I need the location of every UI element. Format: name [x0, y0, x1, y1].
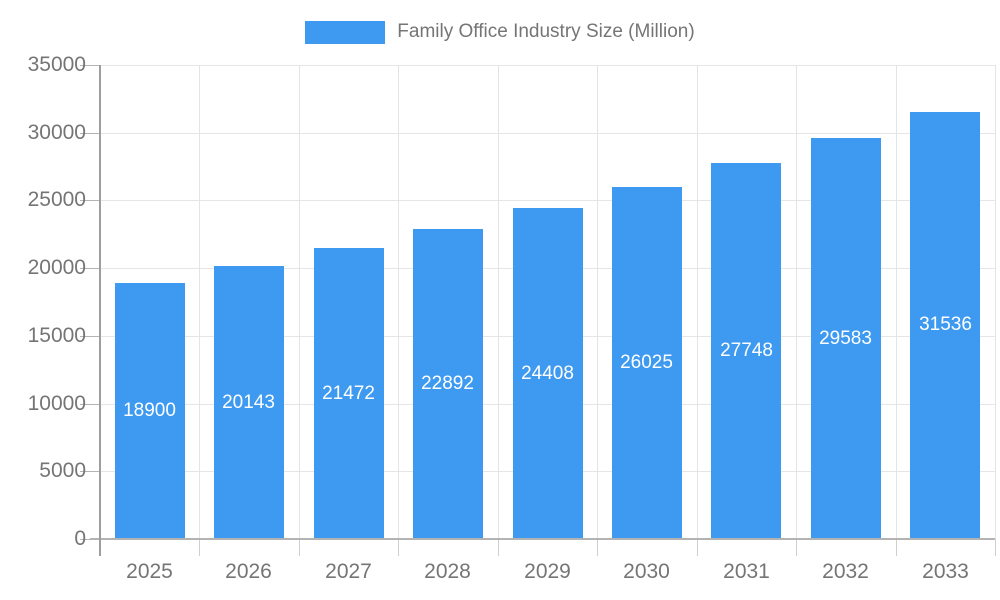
x-gridline — [896, 65, 897, 539]
bar-value-label: 29583 — [819, 328, 872, 349]
x-axis-label: 2031 — [723, 560, 770, 583]
y-axis-label: 35000 — [27, 53, 86, 76]
y-tick — [80, 268, 100, 269]
x-tick — [199, 539, 200, 556]
bar-value-label: 20143 — [222, 392, 275, 413]
bar-value-label: 26025 — [620, 352, 673, 373]
x-tick — [995, 539, 996, 556]
y-gridline — [100, 65, 995, 66]
y-tick — [80, 471, 100, 472]
y-tick — [80, 133, 100, 134]
x-axis-label: 2027 — [325, 560, 372, 583]
bar[interactable] — [811, 138, 881, 538]
y-axis-line — [99, 65, 101, 556]
bar[interactable] — [910, 112, 980, 538]
y-axis-label: 30000 — [27, 121, 86, 144]
x-tick — [299, 539, 300, 556]
bar-value-label: 27748 — [720, 340, 773, 361]
bar-value-label: 21472 — [322, 383, 375, 404]
y-tick — [80, 200, 100, 201]
y-gridline — [100, 133, 995, 134]
x-tick — [398, 539, 399, 556]
x-gridline — [796, 65, 797, 539]
bar[interactable] — [612, 187, 682, 538]
x-gridline — [597, 65, 598, 539]
x-gridline — [199, 65, 200, 539]
bar[interactable] — [513, 208, 583, 538]
x-axis-label: 2032 — [822, 560, 869, 583]
x-gridline — [398, 65, 399, 539]
y-tick — [80, 65, 100, 66]
bar-value-label: 22892 — [421, 373, 474, 394]
y-tick — [80, 404, 100, 405]
x-tick — [597, 539, 598, 556]
y-axis-label: 5000 — [39, 459, 86, 482]
y-axis-label: 15000 — [27, 324, 86, 347]
x-axis-label: 2029 — [524, 560, 571, 583]
legend-label[interactable]: Family Office Industry Size (Million) — [397, 21, 695, 42]
bar-value-label: 31536 — [919, 314, 972, 335]
y-axis-label: 25000 — [27, 188, 86, 211]
x-axis-label: 2025 — [126, 560, 173, 583]
x-axis-label: 2028 — [424, 560, 471, 583]
y-gridline — [100, 200, 995, 201]
y-axis-label: 0 — [74, 527, 86, 550]
y-tick — [80, 336, 100, 337]
x-gridline — [498, 65, 499, 539]
y-axis-label: 10000 — [27, 392, 86, 415]
bar-value-label: 24408 — [521, 363, 574, 384]
x-axis-label: 2033 — [922, 560, 969, 583]
bar[interactable] — [711, 163, 781, 538]
bar[interactable] — [314, 248, 384, 538]
bar-value-label: 18900 — [123, 400, 176, 421]
x-axis-label: 2030 — [623, 560, 670, 583]
x-gridline — [299, 65, 300, 539]
bar[interactable] — [115, 283, 185, 538]
x-tick — [498, 539, 499, 556]
bar[interactable] — [413, 229, 483, 538]
x-tick — [796, 539, 797, 556]
y-axis-label: 20000 — [27, 256, 86, 279]
legend-swatch[interactable] — [305, 20, 386, 44]
bar[interactable] — [214, 266, 284, 538]
x-gridline — [995, 65, 996, 539]
x-tick — [896, 539, 897, 556]
x-gridline — [697, 65, 698, 539]
x-axis-label: 2026 — [225, 560, 272, 583]
x-tick — [697, 539, 698, 556]
x-axis-line — [90, 538, 995, 540]
legend: Family Office Industry Size (Million) — [0, 18, 1000, 46]
